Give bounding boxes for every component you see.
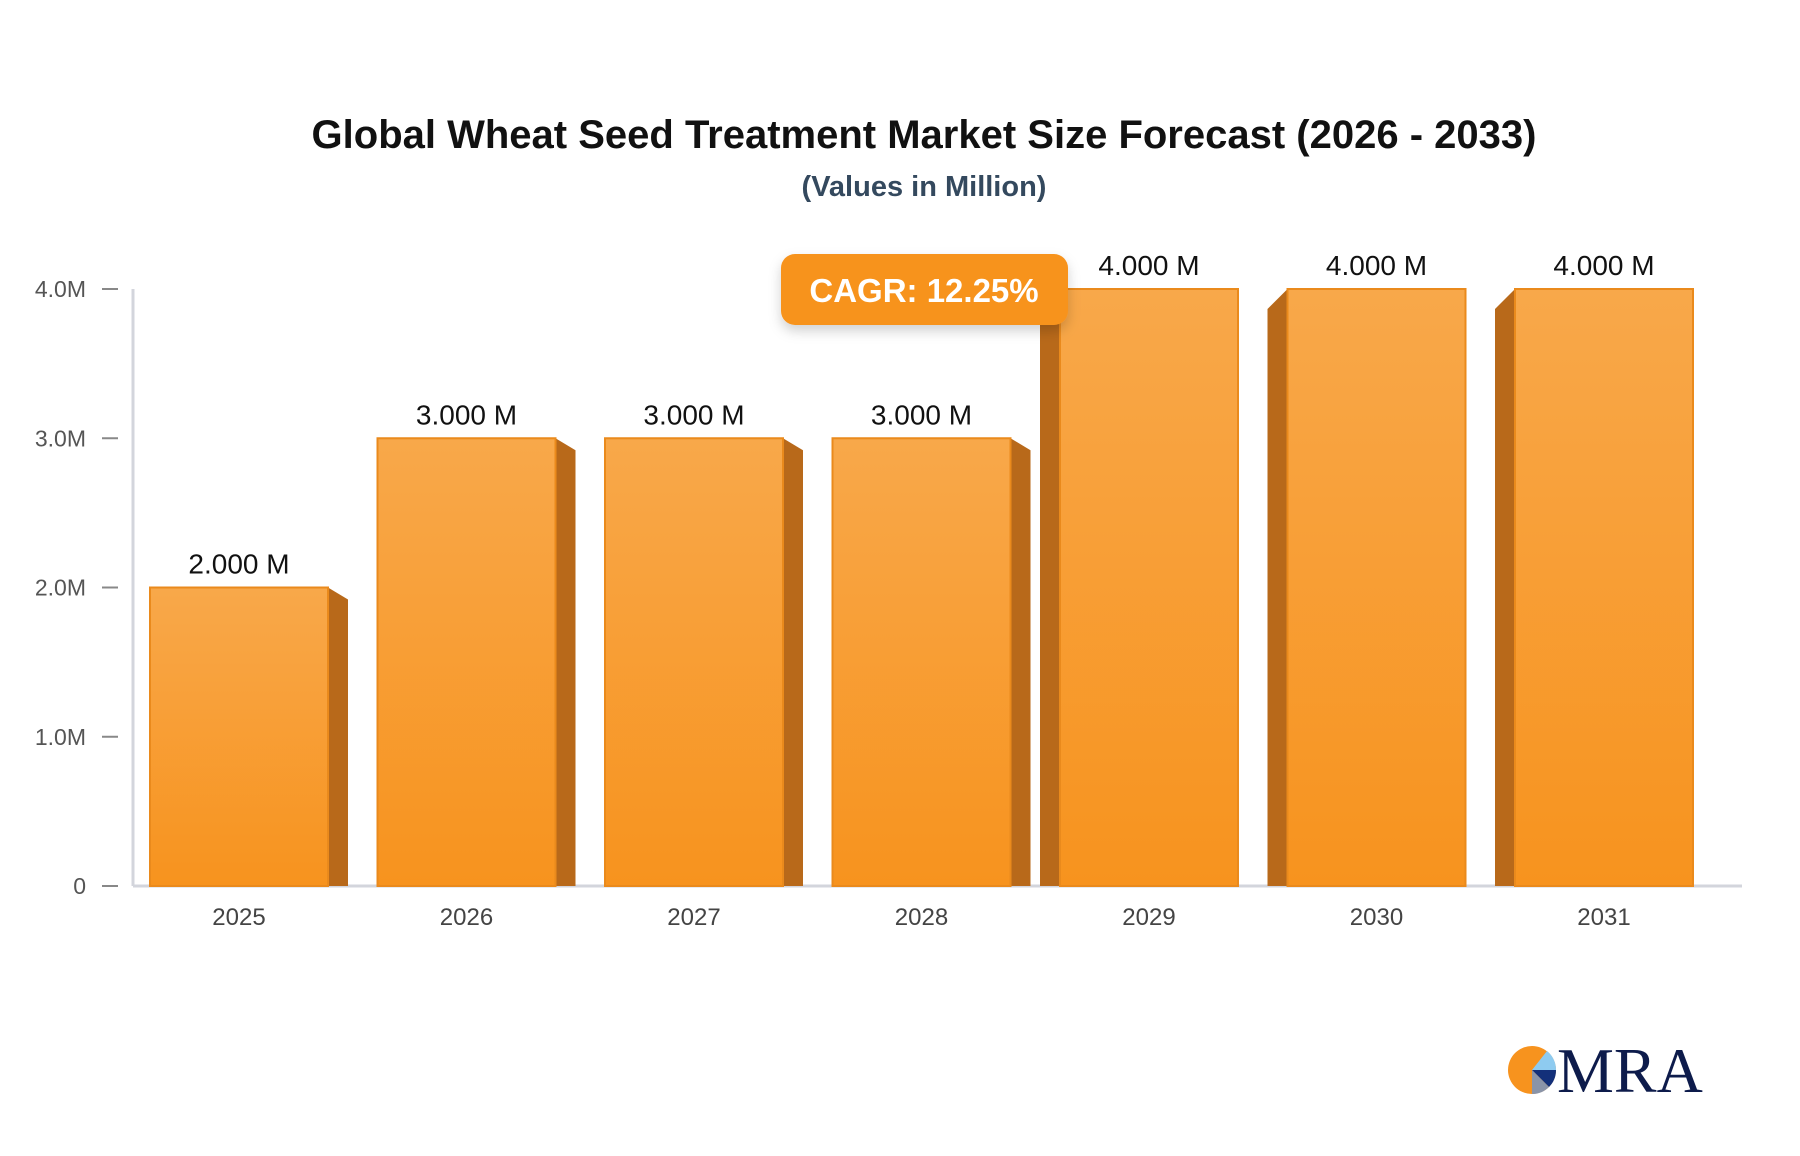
bar-value-label: 2.000 M xyxy=(188,549,289,580)
bar-side xyxy=(1267,289,1288,886)
bar xyxy=(149,586,329,887)
svg-text:MRA: MRA xyxy=(1557,1035,1703,1106)
chart-subtitle: (Values in Million) xyxy=(802,171,1047,203)
bar xyxy=(376,437,557,887)
chart-title: Global Wheat Seed Treatment Market Size … xyxy=(312,113,1537,157)
bar-side xyxy=(1010,438,1031,886)
bar xyxy=(1059,288,1239,887)
x-tick-label: 2025 xyxy=(212,904,265,931)
x-tick-label: 2027 xyxy=(667,904,720,931)
x-tick-label: 2028 xyxy=(895,904,948,931)
bar xyxy=(1514,288,1694,887)
bar-side xyxy=(1495,289,1515,886)
bar-value-label: 4.000 M xyxy=(1098,250,1199,281)
x-tick-label: 2031 xyxy=(1577,904,1630,931)
y-tick-label: 4.0M xyxy=(35,276,86,302)
x-tick-label: 2026 xyxy=(440,904,493,931)
bar-value-label: 4.000 M xyxy=(1326,250,1427,281)
bar-side xyxy=(783,438,803,886)
y-tick-label: 3.0M xyxy=(35,425,86,451)
x-tick-label: 2029 xyxy=(1122,904,1175,931)
cagr-label: CAGR: 12.25% xyxy=(809,272,1038,309)
bar-value-label: 3.000 M xyxy=(416,399,517,430)
y-tick-label: 1.0M xyxy=(35,724,86,750)
bar xyxy=(831,437,1012,887)
bar-value-label: 3.000 M xyxy=(871,399,972,430)
bar-side xyxy=(555,438,576,886)
mra-logo: MRA xyxy=(1508,1035,1703,1106)
bar xyxy=(604,437,784,887)
x-tick-label: 2030 xyxy=(1350,904,1403,931)
bar xyxy=(1286,288,1467,887)
bar-value-label: 4.000 M xyxy=(1553,250,1654,281)
y-tick-label: 2.0M xyxy=(35,575,86,601)
cagr-badge: CAGR: 12.25% xyxy=(781,254,1068,325)
y-tick-label: 0 xyxy=(73,873,86,899)
bar-side xyxy=(1040,289,1060,886)
bar-side xyxy=(328,587,348,886)
bar-value-label: 3.000 M xyxy=(643,399,744,430)
